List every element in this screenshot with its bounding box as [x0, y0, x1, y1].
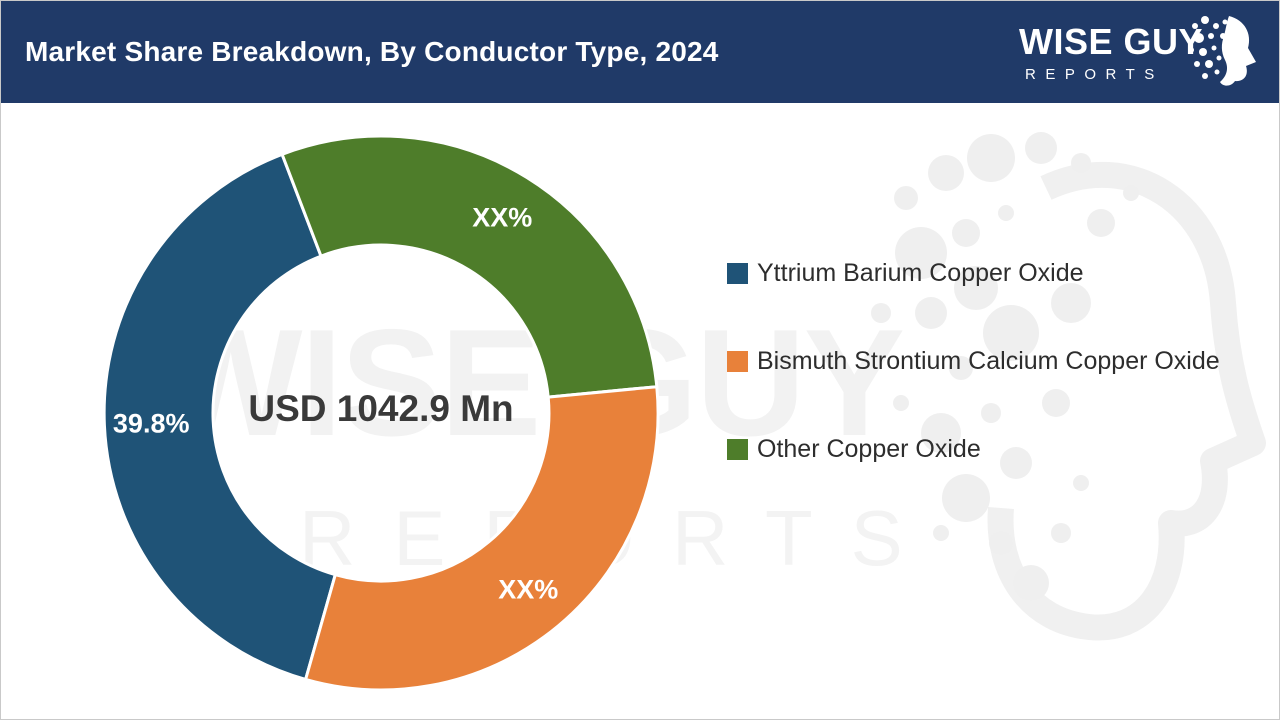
donut-segments: [102, 134, 660, 692]
chart-area: WISE GUY REPORTS 39.8%XX%: [1, 103, 1279, 719]
logo-text-main: WISE GUY: [1019, 21, 1203, 62]
logo-face-profile-icon: [1220, 15, 1256, 86]
logo-face-dots-icon: [1188, 15, 1228, 79]
logo-text-sub: REPORTS: [1025, 66, 1164, 83]
donut-segment: [304, 385, 660, 692]
legend-swatch-bismuth: [727, 351, 748, 372]
watermark-face-icon: [871, 132, 1266, 641]
donut-slice-label: XX%: [472, 203, 532, 233]
legend-label: Bismuth Strontium Calcium Copper Oxide: [757, 347, 1220, 375]
chart-legend: Yttrium Barium Copper Oxide Bismuth Stro…: [727, 259, 1220, 523]
legend-item-yttrium: Yttrium Barium Copper Oxide: [727, 259, 1220, 288]
legend-item-bismuth: Bismuth Strontium Calcium Copper Oxide: [727, 347, 1220, 376]
donut-segment: [102, 152, 337, 681]
donut-chart: 39.8% XX% XX%: [102, 134, 660, 692]
header-bar: Market Share Breakdown, By Conductor Typ…: [1, 1, 1279, 103]
legend-item-other: Other Copper Oxide: [727, 435, 1220, 464]
donut-segment: [280, 134, 659, 399]
donut-slice-label: 39.8%: [113, 408, 190, 438]
wise-guy-reports-logo: WISE GUY REPORTS: [1019, 8, 1257, 97]
logo-graphic: WISE GUY REPORTS: [1019, 15, 1256, 86]
legend-label: Other Copper Oxide: [757, 435, 981, 463]
legend-label: Yttrium Barium Copper Oxide: [757, 259, 1084, 287]
donut-slice-label: XX%: [498, 575, 558, 605]
legend-swatch-other: [727, 439, 748, 460]
page-title: Market Share Breakdown, By Conductor Typ…: [25, 36, 719, 67]
donut-center-value: USD 1042.9 Mn: [248, 388, 514, 429]
donut-slice-labels: 39.8% XX% XX%: [113, 203, 558, 605]
legend-swatch-yttrium: [727, 263, 748, 284]
